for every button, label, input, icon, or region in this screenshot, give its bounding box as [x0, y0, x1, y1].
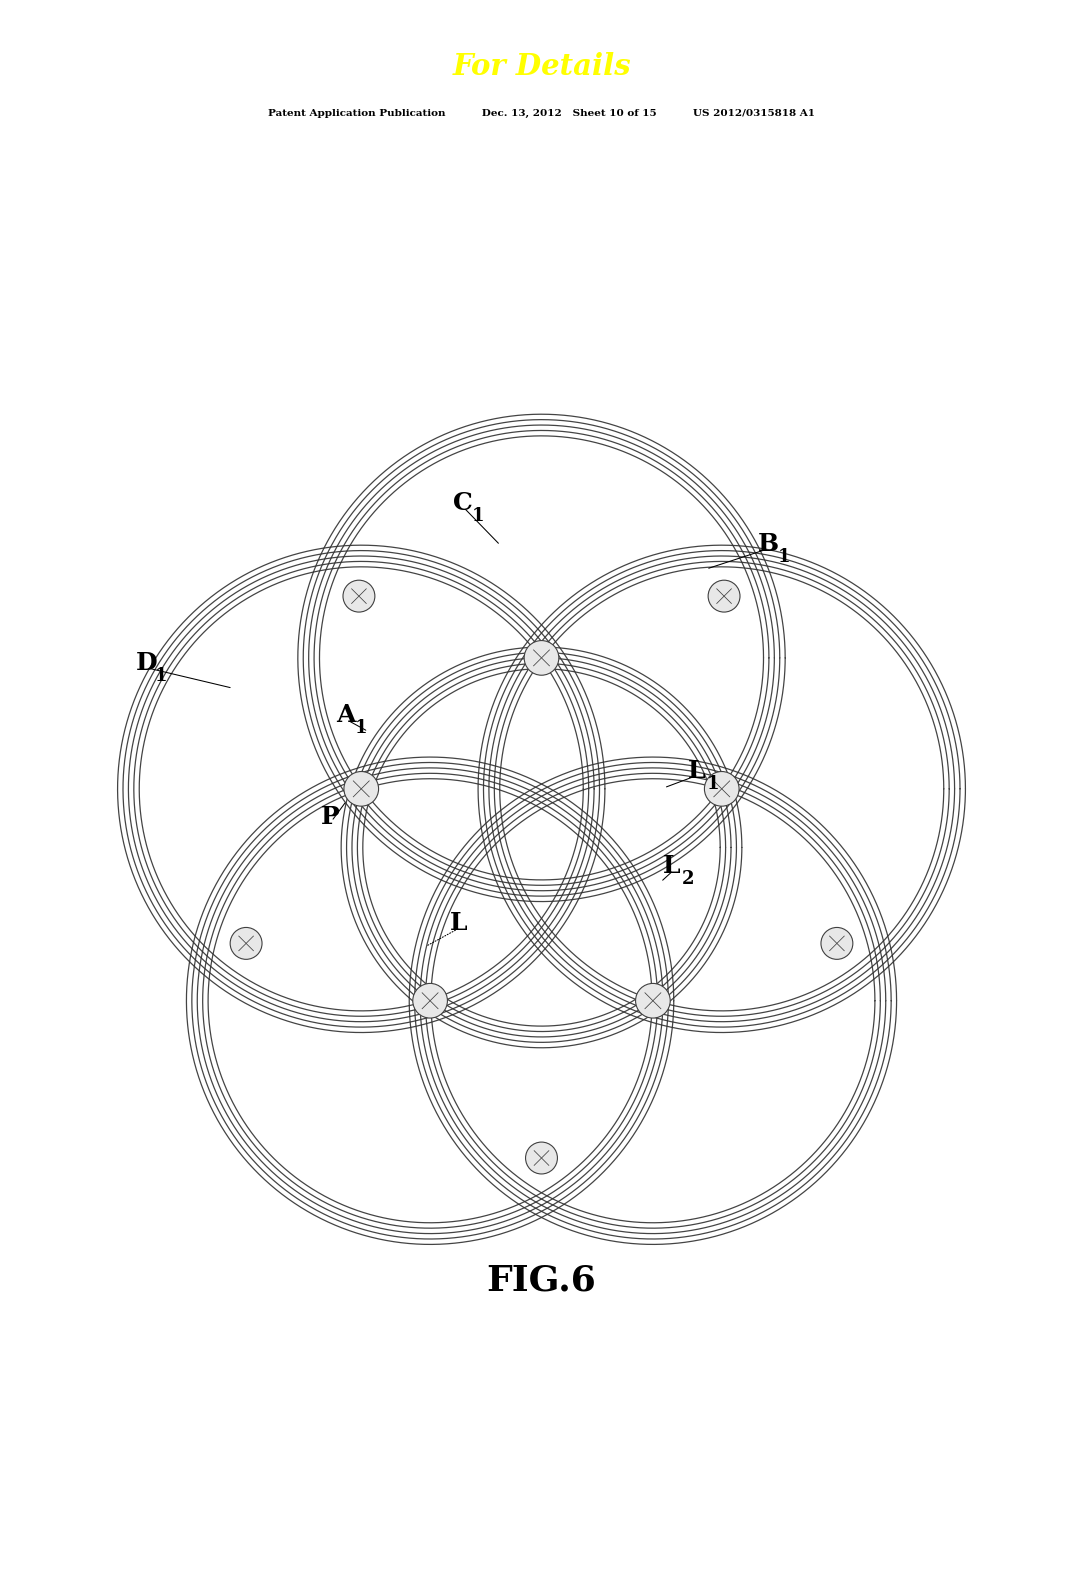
- Circle shape: [821, 928, 852, 960]
- Circle shape: [344, 772, 379, 806]
- Circle shape: [524, 640, 559, 675]
- Text: L: L: [688, 758, 705, 783]
- Text: 2: 2: [682, 869, 695, 888]
- Text: B: B: [758, 532, 780, 556]
- Text: D: D: [135, 651, 157, 675]
- Circle shape: [343, 579, 375, 611]
- Text: 1: 1: [155, 667, 168, 685]
- Circle shape: [231, 928, 262, 960]
- Text: TAP HERE: TAP HERE: [504, 13, 579, 27]
- Text: FIG.6: FIG.6: [486, 1264, 597, 1297]
- Text: 1: 1: [778, 548, 791, 567]
- Circle shape: [704, 772, 739, 806]
- Circle shape: [636, 984, 670, 1017]
- Circle shape: [413, 984, 447, 1017]
- Text: 1: 1: [707, 775, 720, 793]
- Text: 1: 1: [355, 720, 368, 737]
- Text: L: L: [449, 911, 467, 935]
- Text: P: P: [321, 806, 339, 829]
- Text: 1: 1: [472, 506, 485, 525]
- Text: For Details: For Details: [453, 53, 630, 81]
- Text: Patent Application Publication          Dec. 13, 2012   Sheet 10 of 15          : Patent Application Publication Dec. 13, …: [268, 110, 815, 118]
- Text: A: A: [336, 704, 355, 728]
- Text: C: C: [453, 490, 472, 516]
- Circle shape: [525, 1141, 558, 1173]
- Circle shape: [708, 579, 740, 611]
- Text: L: L: [663, 853, 680, 877]
